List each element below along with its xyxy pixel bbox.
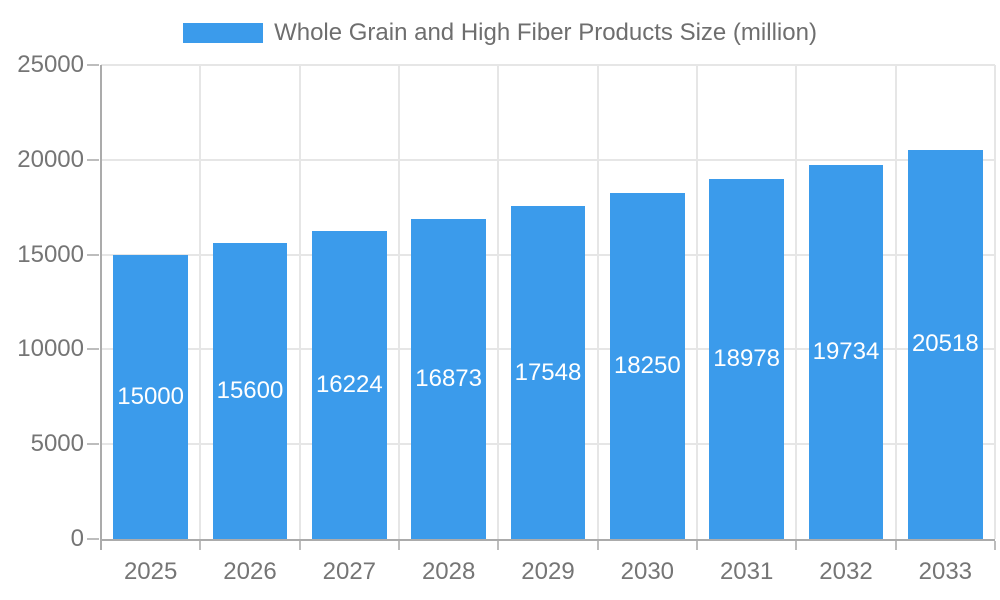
- y-axis-tick: [87, 538, 99, 540]
- y-axis-label: 25000: [17, 51, 84, 78]
- bar-value-label: 17548: [514, 358, 582, 386]
- y-axis-label: 5000: [30, 430, 84, 458]
- y-axis-tick: [87, 64, 99, 66]
- bar-2025[interactable]: 15000: [113, 254, 188, 539]
- vertical-gridlines: [101, 65, 996, 539]
- x-axis-tick: [695, 541, 698, 550]
- y-axis-tick: [87, 158, 99, 161]
- gridline-horizontal: [101, 64, 995, 66]
- bar-2032[interactable]: 19734: [808, 164, 884, 539]
- bar-2028[interactable]: 16873: [411, 219, 486, 539]
- x-axis-label-2029: 2029: [521, 558, 575, 585]
- y-axis-label: 20000: [17, 145, 84, 173]
- bar-value-label: 15600: [216, 377, 284, 405]
- bar-value-label: 18250: [613, 351, 681, 379]
- bar-value-label: 16224: [315, 371, 383, 399]
- x-axis-tick: [795, 541, 798, 550]
- legend[interactable]: Whole Grain and High Fiber Products Size…: [0, 19, 1000, 47]
- bar-2029[interactable]: 17548: [510, 206, 586, 539]
- bar-value-label: 18978: [713, 345, 781, 373]
- x-axis-label-2025: 2025: [123, 558, 178, 585]
- gridline-vertical: [199, 65, 202, 539]
- x-axis-labels: 2025 2026 2027 2028 2029 2030 2031 2032 2033: [101, 558, 995, 590]
- y-axis-ticks: [87, 64, 99, 540]
- y-axis-label: 15000: [17, 240, 84, 268]
- plot-area: 15000 15600 16224 16873 17548 18250 18978 19734…: [101, 65, 995, 539]
- bar-2030[interactable]: 18250: [610, 192, 685, 539]
- legend-label: Whole Grain and High Fiber Products Size…: [274, 19, 817, 46]
- y-axis-line: [100, 65, 102, 549]
- legend-swatch: [183, 23, 264, 43]
- x-axis-tick: [397, 541, 400, 550]
- x-axis-label-2032: 2032: [819, 558, 873, 585]
- y-axis-label: 10000: [17, 335, 84, 363]
- x-axis-tick: [497, 541, 500, 550]
- x-axis-tick: [894, 541, 897, 550]
- bar-2031[interactable]: 18978: [709, 179, 784, 539]
- x-axis-ticks: [100, 541, 996, 551]
- x-axis-label-2033: 2033: [918, 558, 973, 585]
- gridline-vertical: [298, 65, 301, 539]
- x-axis-tick: [994, 541, 996, 550]
- y-axis-labels: 0 5000 10000 15000 20000 25000: [0, 51, 84, 552]
- bar-value-label: 16873: [415, 365, 483, 393]
- x-axis-label-2030: 2030: [620, 558, 675, 585]
- bar-value-label: 15000: [117, 382, 185, 410]
- x-axis-line: [101, 539, 995, 541]
- y-axis-tick: [87, 253, 99, 256]
- bar-2027[interactable]: 16224: [312, 231, 387, 539]
- bar-value-label: 19734: [812, 337, 880, 365]
- bar-2033[interactable]: 20518: [908, 149, 983, 539]
- x-axis-label-2031: 2031: [719, 558, 774, 585]
- gridline-vertical: [994, 65, 996, 539]
- x-axis-label-2026: 2026: [223, 558, 277, 585]
- y-axis-extension-tick: [100, 541, 102, 550]
- y-axis-tick: [87, 348, 99, 351]
- gridline-vertical: [596, 65, 599, 539]
- y-axis-label: 0: [70, 525, 84, 552]
- gridline-horizontal: [101, 158, 995, 161]
- x-axis-label-2027: 2027: [322, 558, 377, 585]
- gridline-vertical: [695, 65, 698, 539]
- gridline-vertical: [894, 65, 897, 539]
- x-axis-label-2028: 2028: [421, 558, 476, 585]
- x-axis-tick: [199, 541, 202, 550]
- bar-value-label: 20518: [911, 330, 979, 358]
- gridline-vertical: [497, 65, 500, 539]
- y-axis-tick: [87, 443, 99, 446]
- bar-2026[interactable]: 15600: [212, 243, 288, 539]
- x-axis-tick: [596, 541, 599, 550]
- x-axis-tick: [298, 541, 301, 550]
- gridline-vertical: [795, 65, 798, 539]
- gridline-vertical: [397, 65, 400, 539]
